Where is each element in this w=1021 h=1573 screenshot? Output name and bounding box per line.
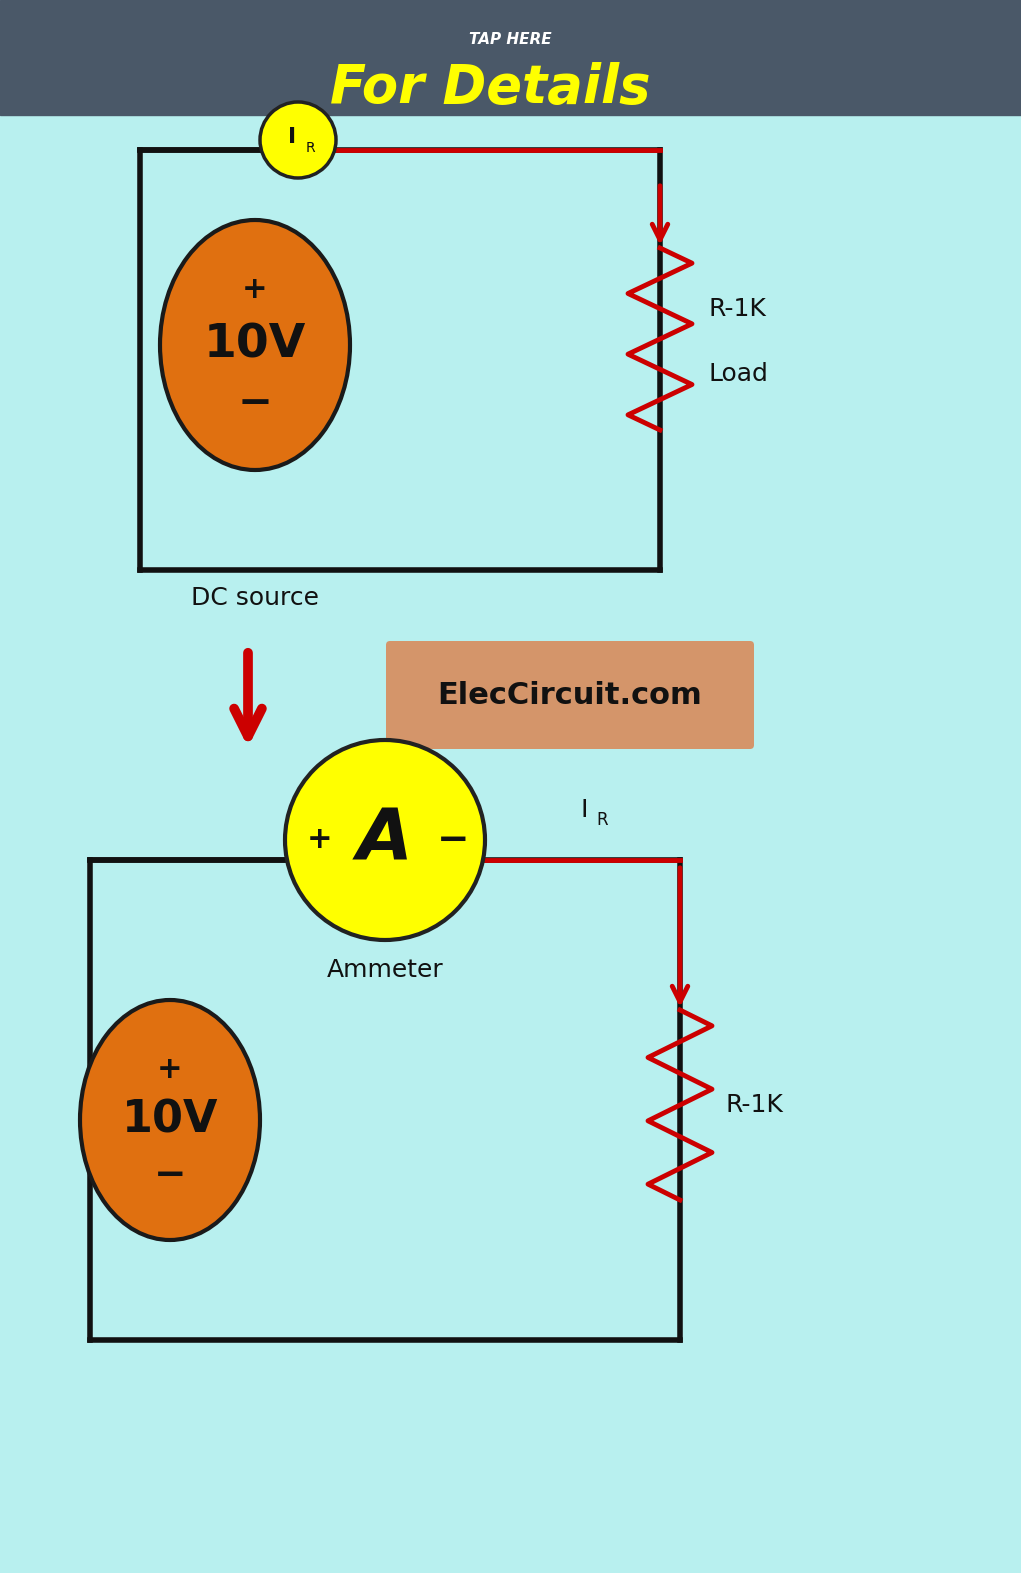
Text: I: I — [580, 798, 587, 823]
Ellipse shape — [285, 739, 485, 941]
Text: R: R — [596, 812, 607, 829]
Text: TAP HERE: TAP HERE — [469, 33, 551, 47]
Text: 10V: 10V — [204, 322, 306, 368]
Text: +: + — [157, 1055, 183, 1084]
Text: 10V: 10V — [121, 1098, 218, 1142]
Circle shape — [260, 102, 336, 178]
Text: ElecCircuit.com: ElecCircuit.com — [438, 681, 702, 709]
Text: Load: Load — [708, 362, 768, 385]
Text: For Details: For Details — [330, 61, 650, 113]
Text: Ammeter: Ammeter — [327, 958, 443, 982]
Text: +: + — [242, 275, 268, 305]
Text: R-1K: R-1K — [725, 1093, 783, 1117]
Text: I: I — [288, 127, 296, 146]
Text: R-1K: R-1K — [708, 297, 766, 321]
Text: −: − — [154, 1156, 186, 1194]
Bar — [0, 0, 1021, 115]
Text: DC source: DC source — [191, 587, 319, 610]
Text: −: − — [437, 821, 470, 859]
Text: A: A — [357, 805, 412, 875]
Text: R: R — [305, 142, 314, 156]
Ellipse shape — [160, 220, 350, 470]
Text: −: − — [238, 382, 273, 425]
FancyBboxPatch shape — [386, 642, 753, 749]
Text: +: + — [307, 826, 333, 854]
Ellipse shape — [80, 1000, 260, 1240]
